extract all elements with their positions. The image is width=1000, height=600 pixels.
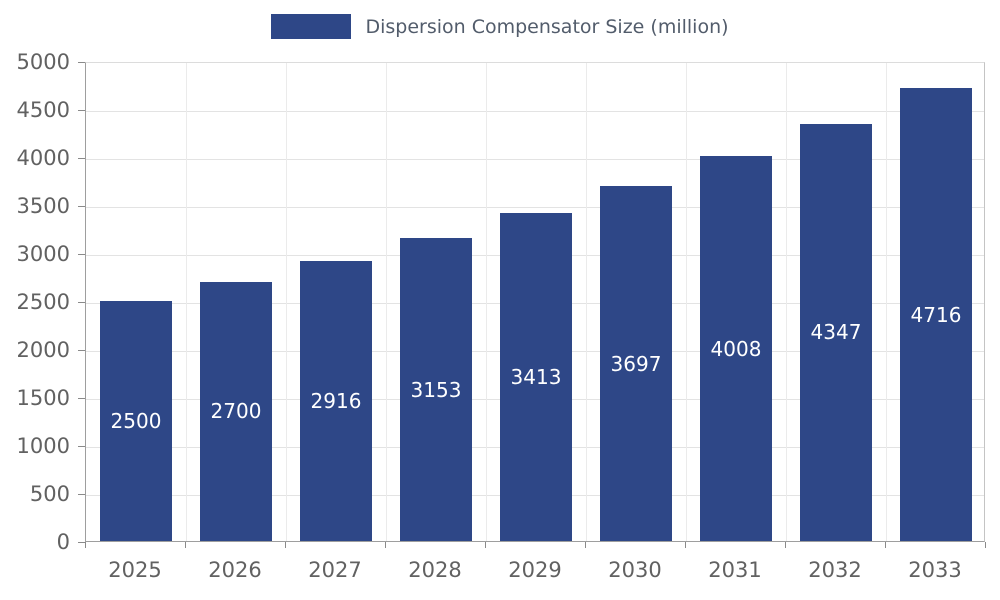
y-axis-tick-mark <box>78 350 85 351</box>
y-axis-tick-label: 2500 <box>16 290 70 314</box>
v-gridline <box>886 63 887 541</box>
x-axis-tick-label: 2030 <box>608 558 662 582</box>
x-axis-tick-mark <box>85 542 86 548</box>
legend-label: Dispersion Compensator Size (million) <box>365 15 729 38</box>
x-axis-tick-label: 2031 <box>708 558 762 582</box>
bar-value-label: 2500 <box>110 409 162 433</box>
bar-value-label: 2916 <box>310 389 362 414</box>
x-axis-tick-mark <box>485 542 486 548</box>
bar: 4008 <box>700 156 772 541</box>
x-axis-tick-label: 2026 <box>208 558 262 582</box>
h-gridline <box>86 159 984 160</box>
y-axis-tick-label: 4500 <box>16 98 70 122</box>
legend: Dispersion Compensator Size (million) <box>0 14 1000 39</box>
x-axis-tick-mark <box>285 542 286 548</box>
y-axis-tick-label: 0 <box>56 530 70 554</box>
y-axis-tick-label: 4000 <box>16 146 70 170</box>
y-axis-tick-mark <box>78 542 85 543</box>
y-axis-tick-mark <box>78 446 85 447</box>
h-gridline <box>86 207 984 208</box>
y-axis-tick-mark <box>78 302 85 303</box>
x-axis-tick-mark <box>885 542 886 548</box>
bar-value-label: 4008 <box>710 336 762 361</box>
bar: 4347 <box>800 123 872 541</box>
bar: 4716 <box>900 88 972 541</box>
x-axis-tick-label: 2032 <box>808 558 862 582</box>
x-axis-tick-mark <box>685 542 686 548</box>
bar: 3153 <box>400 238 472 541</box>
x-axis-tick-label: 2025 <box>108 558 162 582</box>
y-axis-tick-label: 5000 <box>16 50 70 74</box>
y-axis-tick-mark <box>78 494 85 495</box>
bar: 2500 <box>100 301 172 541</box>
bar: 2700 <box>200 281 272 541</box>
bar-value-label: 4716 <box>910 302 962 327</box>
bar-value-label: 3153 <box>410 377 462 402</box>
y-axis-tick-mark <box>78 206 85 207</box>
h-gridline <box>86 111 984 112</box>
y-axis-tick-label: 1500 <box>16 386 70 410</box>
x-axis-tick-label: 2029 <box>508 558 562 582</box>
v-gridline <box>486 63 487 541</box>
y-axis-tick-label: 500 <box>29 482 70 506</box>
v-gridline <box>286 63 287 541</box>
y-axis-tick-mark <box>78 254 85 255</box>
v-gridline <box>386 63 387 541</box>
x-axis-tick-mark <box>785 542 786 548</box>
bar: 3413 <box>500 213 572 541</box>
bar: 3697 <box>600 186 672 541</box>
plot-area: 2500 2700 2916 3153 3413 3697 4008 4347 4716 <box>85 62 985 542</box>
x-axis-tick-label: 2027 <box>308 558 362 582</box>
legend-swatch <box>271 14 352 39</box>
v-gridline <box>786 63 787 541</box>
y-axis-tick-mark <box>78 110 85 111</box>
v-gridline <box>186 63 187 541</box>
y-axis-tick-mark <box>78 398 85 399</box>
bar-value-label: 4347 <box>810 320 862 345</box>
x-axis-tick-mark <box>985 542 986 548</box>
v-gridline <box>686 63 687 541</box>
y-axis-tick-label: 3000 <box>16 242 70 266</box>
y-axis-tick-label: 1000 <box>16 434 70 458</box>
x-axis-tick-label: 2028 <box>408 558 462 582</box>
x-axis-tick-mark <box>585 542 586 548</box>
x-axis-tick-label: 2033 <box>908 558 962 582</box>
bar-value-label: 3413 <box>510 365 562 390</box>
y-axis-tick-mark <box>78 158 85 159</box>
v-gridline <box>586 63 587 541</box>
bar-value-label: 3697 <box>610 351 662 376</box>
y-axis-tick-label: 3500 <box>16 194 70 218</box>
bar: 2916 <box>300 261 372 541</box>
y-axis-tick-label: 2000 <box>16 338 70 362</box>
y-axis-tick-mark <box>78 62 85 63</box>
x-axis-tick-mark <box>385 542 386 548</box>
bar-value-label: 2700 <box>210 399 262 424</box>
x-axis-tick-mark <box>185 542 186 548</box>
